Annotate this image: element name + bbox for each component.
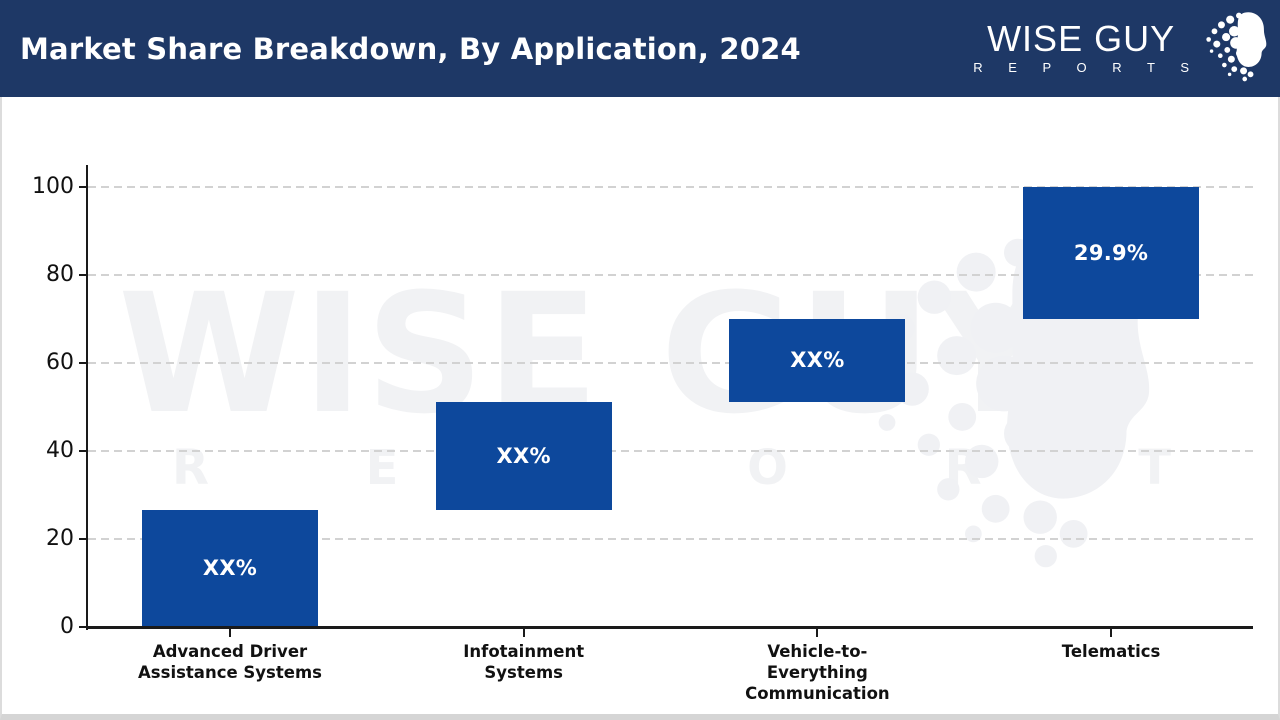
x-axis-tick [522, 629, 525, 637]
y-tick-label: 60 [46, 350, 74, 375]
page-title: Market Share Breakdown, By Application, … [20, 31, 801, 66]
gridline [88, 362, 1253, 364]
y-axis-tick [79, 626, 87, 628]
bar-segment: XX% [142, 509, 318, 627]
brand-subtitle: R E P O R T S [973, 60, 1200, 75]
x-category-label-line: Telematics [1061, 642, 1161, 661]
y-axis-tick [79, 274, 87, 276]
y-tick-label: 80 [46, 262, 74, 287]
x-category-label-line: Communication [745, 684, 890, 703]
y-tick-label: 0 [60, 614, 74, 639]
x-category-label-line: Vehicle-to- [767, 642, 868, 661]
y-tick-label: 40 [46, 438, 74, 463]
dotted-face-icon [1206, 12, 1267, 82]
gridline [88, 274, 1253, 276]
bar-value-label: 29.9% [1073, 240, 1149, 265]
x-axis-tick [1110, 629, 1113, 637]
x-category-label: Infotainment Systems [374, 641, 674, 683]
y-axis-tick [79, 450, 87, 452]
bar-value-label: XX% [790, 348, 845, 373]
y-axis-tick [79, 538, 87, 540]
x-axis-tick [816, 629, 819, 637]
bar-value-label: XX% [496, 443, 551, 468]
x-category-label: Telematics [961, 641, 1261, 662]
y-tick-label: 20 [46, 526, 74, 551]
y-axis-tick [79, 186, 87, 188]
bar-segment: XX% [435, 401, 612, 510]
x-category-label-line: Infotainment [463, 642, 585, 661]
x-category-label-line: Assistance Systems [138, 663, 322, 682]
bar-segment: 29.9% [1023, 187, 1200, 319]
x-category-label: Vehicle-to- Everything Communication [667, 641, 967, 704]
x-category-label-line: Systems [484, 663, 563, 682]
x-category-label-line: Advanced Driver [152, 642, 308, 661]
x-category-label: Advanced Driver Assistance Systems [80, 641, 380, 683]
x-category-label-line: Everything [766, 663, 868, 682]
y-axis-tick [79, 362, 87, 364]
brand-name: WISE GUY [987, 18, 1176, 59]
gridline [88, 538, 1253, 540]
x-axis-line [86, 626, 1253, 629]
y-axis-line [86, 165, 88, 630]
gridline [88, 186, 1253, 188]
bar-value-label: XX% [202, 556, 258, 581]
brand-logo-text: WISE GUY R E P O R T S [962, 18, 1200, 76]
y-tick-label: 100 [32, 174, 74, 199]
header-bar: Market Share Breakdown, By Application, … [0, 0, 1280, 97]
bar-segment: XX% [729, 318, 906, 402]
brand-logo: WISE GUY R E P O R T S [962, 8, 1268, 86]
gridline [88, 450, 1253, 452]
x-axis-tick [229, 629, 231, 637]
